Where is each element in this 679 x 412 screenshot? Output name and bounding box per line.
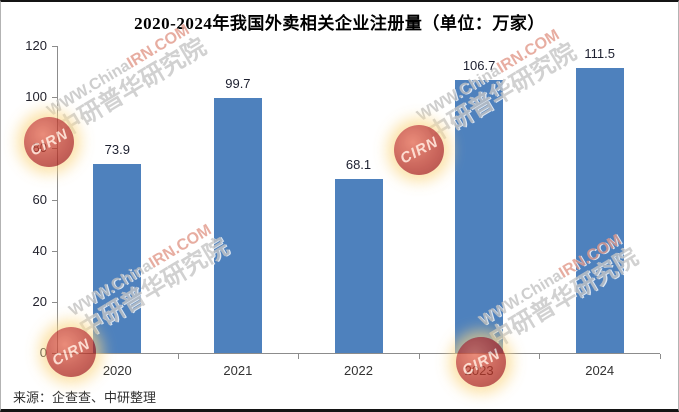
- watermark-url: WWW.ChinaIRN.COM: [66, 221, 215, 320]
- x-axis-line: [57, 353, 660, 354]
- y-tick: [52, 250, 57, 252]
- x-tick: [418, 354, 420, 359]
- y-tick: [52, 199, 57, 201]
- y-tick: [52, 148, 57, 150]
- bar-2022: [334, 178, 383, 353]
- bar-2021: [213, 97, 262, 353]
- y-tick-label: 0: [39, 345, 47, 360]
- y-tick: [52, 301, 57, 303]
- bar-2020: [93, 163, 142, 353]
- y-tick-label: 100: [25, 89, 47, 105]
- x-category-label: 2022: [344, 363, 373, 378]
- x-category-label: 2021: [223, 363, 253, 378]
- watermark-text: WWW.ChinaIRN.COM 中研普华研究院: [66, 219, 233, 343]
- y-tick: [52, 46, 57, 47]
- y-tick-label: 20: [32, 293, 47, 309]
- source-note: 来源：企查查、中研整理: [13, 390, 157, 405]
- x-category-label: 2023: [464, 363, 494, 378]
- watermark-text: WWW.ChinaIRN.COM 中研普华研究院: [44, 19, 211, 143]
- bar-value-label: 106.7: [462, 58, 496, 74]
- chart-title: 2020-2024年我国外卖相关企业注册量（单位：万家）: [134, 14, 545, 33]
- x-category-label: 2020: [102, 363, 132, 378]
- x-tick: [177, 354, 179, 359]
- y-tick-label: 80: [32, 140, 47, 156]
- y-tick: [52, 97, 57, 99]
- bar-value-label: 68.1: [345, 156, 372, 172]
- x-tick: [298, 354, 300, 359]
- x-category-label: 2024: [585, 363, 615, 378]
- y-tick: [52, 353, 57, 354]
- bar-2023: [455, 80, 504, 353]
- bar-2024: [575, 67, 624, 353]
- y-tick-label: 40: [32, 242, 47, 258]
- x-tick: [660, 354, 661, 359]
- bar-value-label: 99.7: [225, 75, 251, 91]
- bar-value-label: 111.5: [584, 45, 615, 61]
- x-tick: [539, 354, 541, 359]
- bar-value-label: 73.9: [104, 141, 130, 157]
- y-tick-label: 60: [32, 191, 47, 207]
- cirn-logo-badge-icon: CIRN: [394, 125, 444, 175]
- y-tick-label: 120: [25, 38, 47, 53]
- watermark-company-name: 中研普华研究院: [52, 32, 211, 143]
- y-axis-line: [57, 46, 58, 353]
